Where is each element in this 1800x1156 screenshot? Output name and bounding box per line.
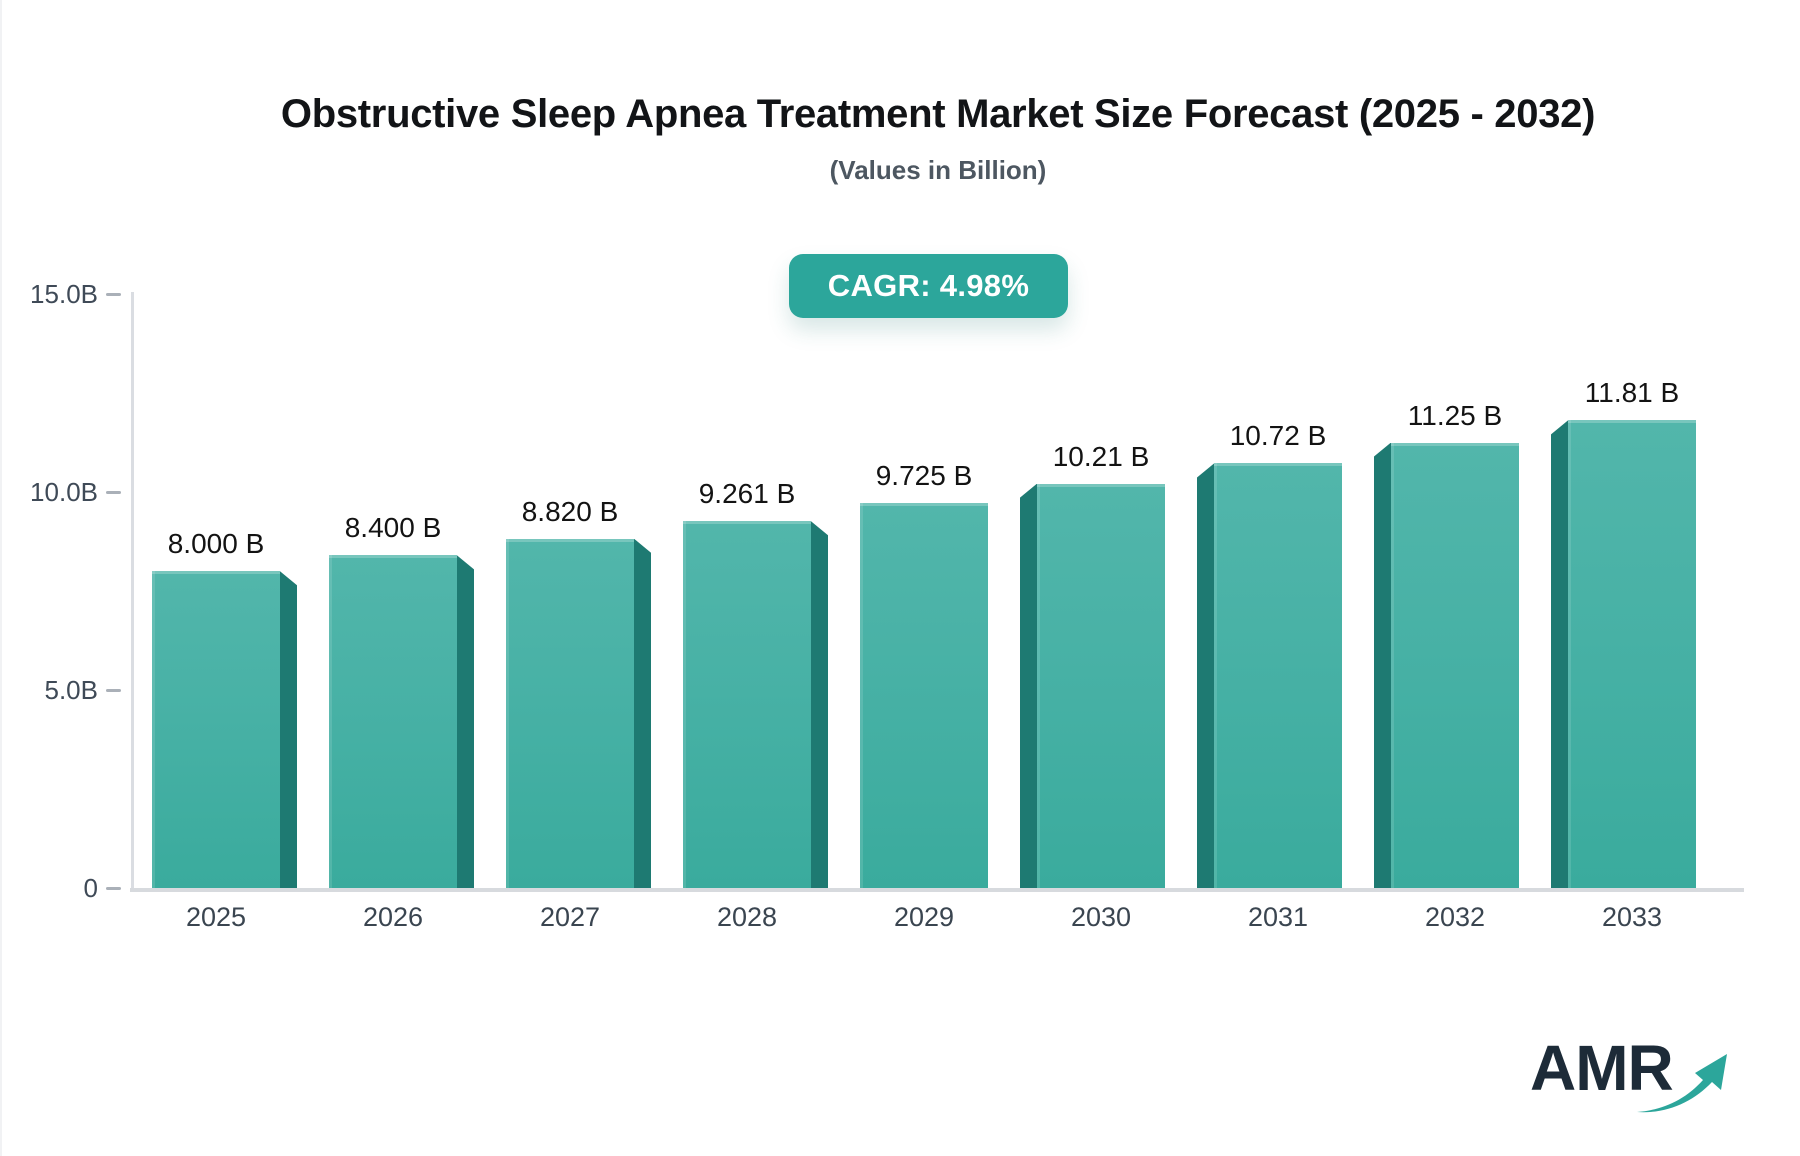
bar-2031 [1214, 463, 1342, 888]
bar-value-label: 10.72 B [1229, 420, 1327, 452]
bar-side-face [1551, 420, 1568, 888]
y-axis-tick-label: 5.0B [44, 675, 99, 705]
x-axis-category-label: 2031 [1247, 902, 1309, 932]
y-axis-tick-mark [106, 491, 121, 494]
x-axis-category-label: 2032 [1424, 902, 1486, 932]
bar-side-face [1020, 483, 1037, 888]
cagr-badge: CAGR: 4.98% [789, 254, 1068, 318]
bar-2027 [506, 538, 634, 888]
bar-value-label: 10.21 B [1052, 440, 1150, 472]
bar-2029 [860, 502, 988, 888]
bar-value-label: 8.000 B [167, 528, 265, 560]
bar-value-label: 8.400 B [344, 512, 442, 544]
bar-side-face [634, 538, 651, 888]
bar-value-label: 8.820 B [521, 495, 619, 527]
bar-side-face [280, 571, 297, 888]
amr-logo-text: AMR [1530, 1032, 1674, 1104]
y-axis-tick-mark [106, 689, 121, 692]
y-axis-tick-label: 0 [83, 873, 98, 903]
x-axis-category-label: 2033 [1601, 902, 1663, 932]
bar-2033 [1568, 420, 1696, 888]
bar-value-label: 9.261 B [698, 478, 796, 510]
chart-header: Obstructive Sleep Apnea Treatment Market… [74, 92, 1800, 186]
y-axis-tick-mark [106, 887, 121, 890]
x-axis-baseline [130, 888, 1744, 892]
bar-2032 [1391, 442, 1519, 888]
bar-side-face [457, 555, 474, 888]
amr-logo: AMR [1530, 1036, 1750, 1126]
bar-value-label: 9.725 B [875, 459, 973, 491]
bar-2028 [683, 521, 811, 888]
x-axis-category-label: 2028 [716, 902, 778, 932]
bar-side-face [811, 521, 828, 888]
x-axis-category-label: 2025 [185, 902, 247, 932]
y-axis-tick-label: 15.0B [30, 279, 98, 309]
bar-side-face [1374, 442, 1391, 888]
y-axis-tick-mark [106, 293, 121, 296]
growth-arrow-icon [1637, 1054, 1727, 1113]
x-axis-category-label: 2027 [539, 902, 601, 932]
chart-subtitle: (Values in Billion) [829, 155, 1047, 185]
bar-side-face [1197, 463, 1214, 888]
chart-title: Obstructive Sleep Apnea Treatment Market… [280, 92, 1596, 136]
bar-value-label: 11.25 B [1407, 399, 1503, 431]
bar-2025 [152, 571, 280, 888]
x-axis-category-label: 2029 [893, 902, 955, 932]
x-axis-category-label: 2026 [362, 902, 424, 932]
cagr-badge-label: CAGR: 4.98% [827, 268, 1030, 303]
y-axis-tick-label: 10.0B [30, 477, 98, 507]
bar-2030 [1037, 483, 1165, 888]
y-axis-line [131, 292, 134, 892]
bar-2026 [329, 555, 457, 888]
bar-value-label: 11.81 B [1584, 377, 1680, 409]
x-axis-category-label: 2030 [1070, 902, 1132, 932]
